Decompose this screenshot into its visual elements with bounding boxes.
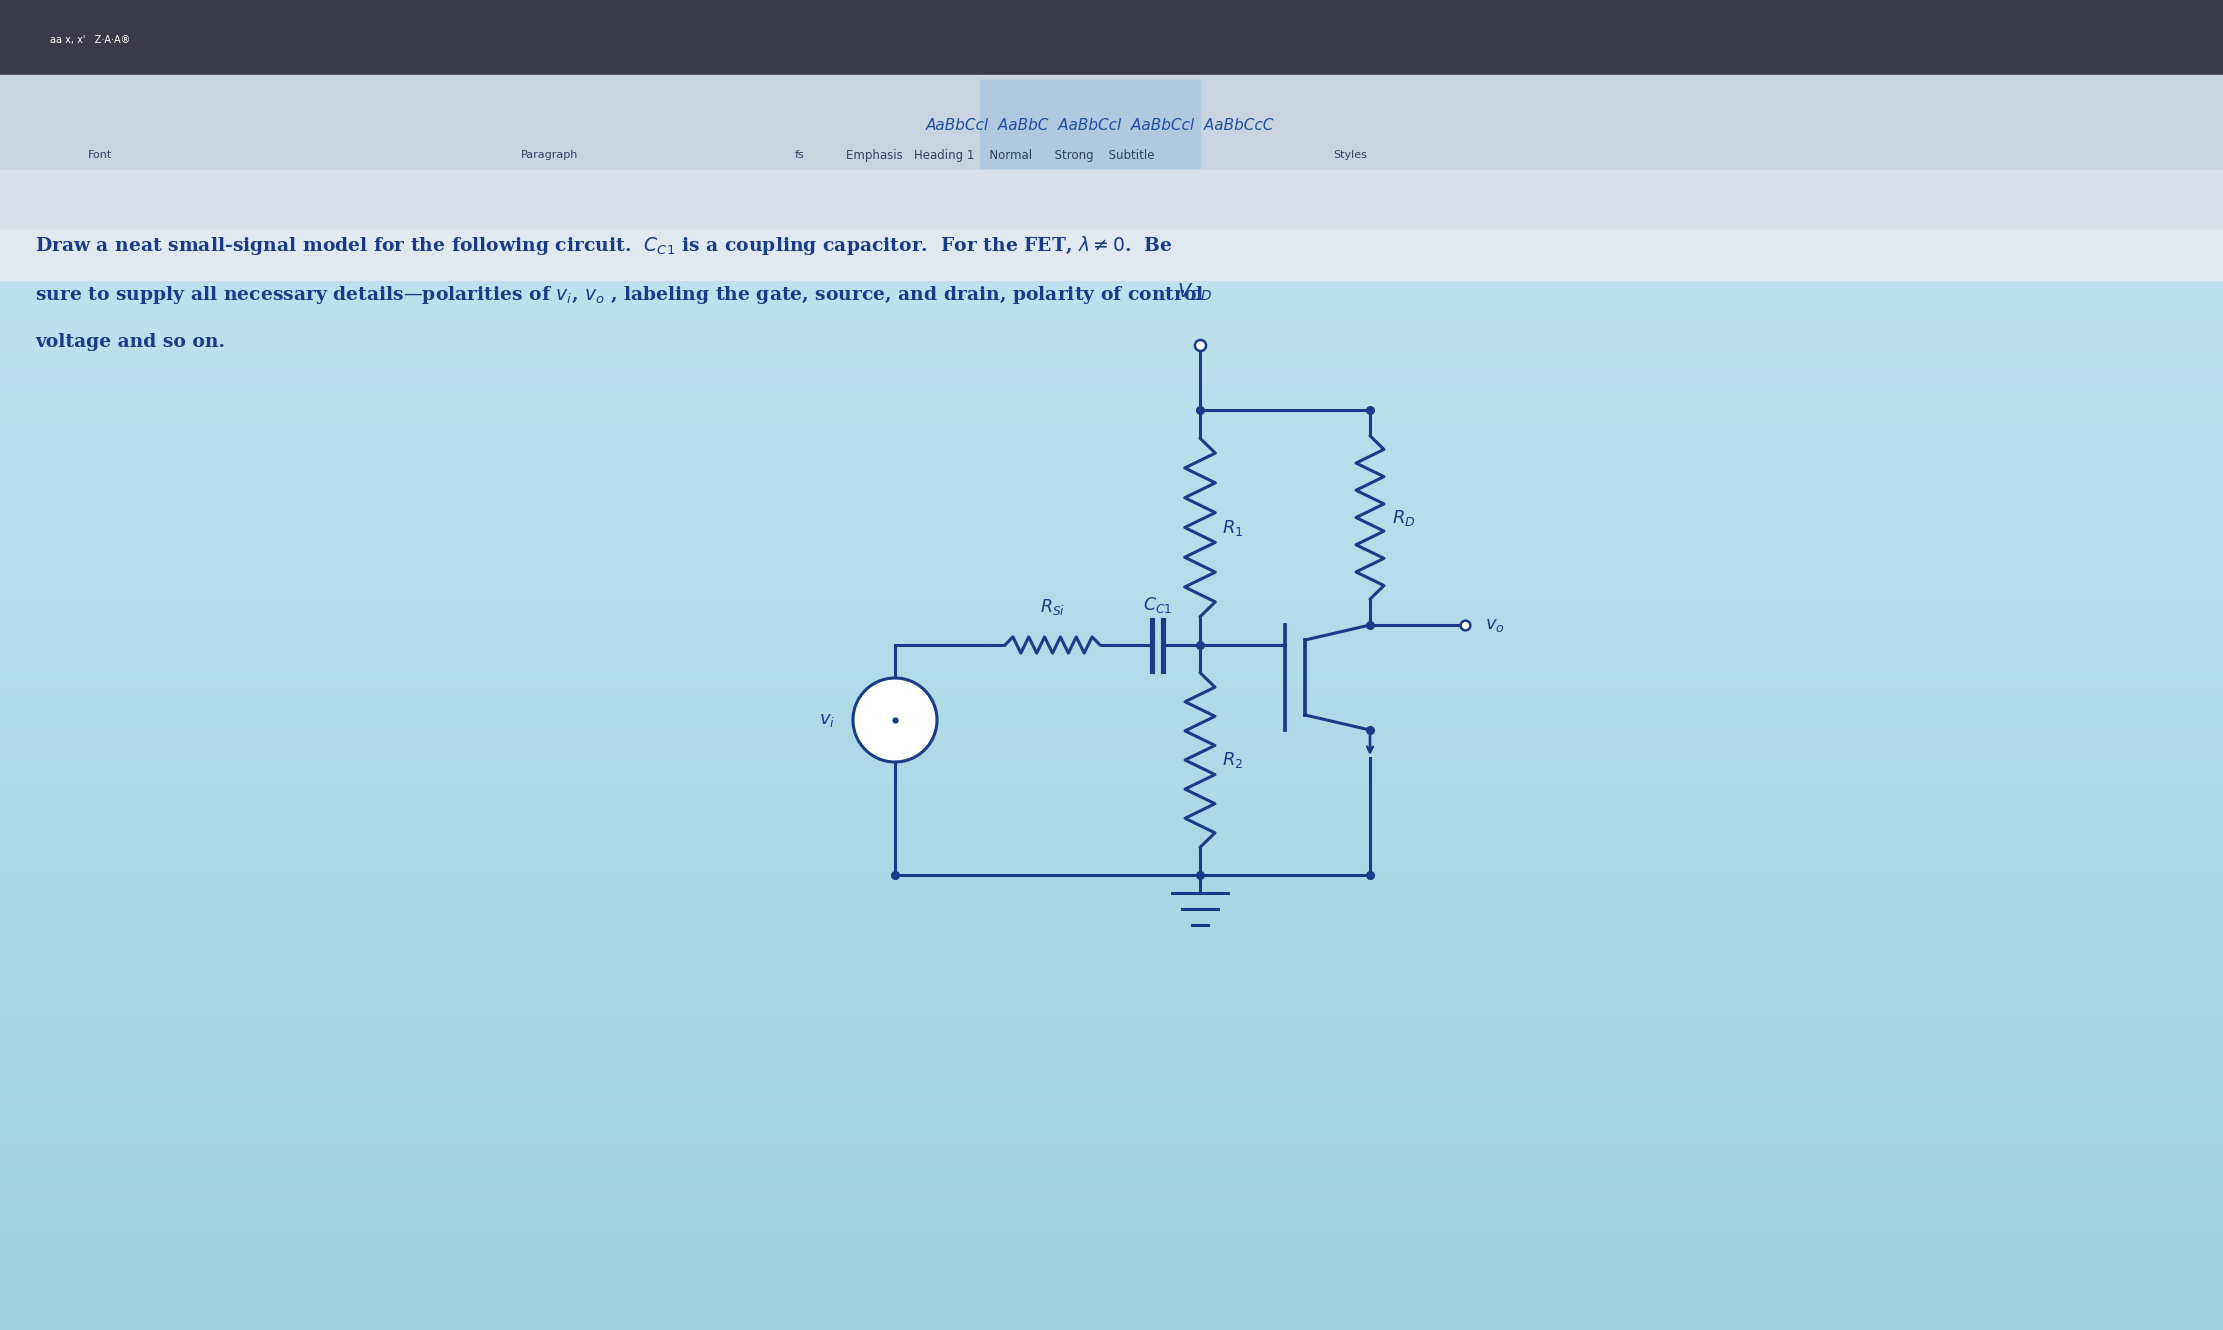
- Text: Emphasis   Heading 1    Normal      Strong    Subtitle: Emphasis Heading 1 Normal Strong Subtitl…: [845, 149, 1154, 161]
- Text: Draw a neat small-signal model for the following circuit.  $C_{C1}$ is a couplin: Draw a neat small-signal model for the f…: [36, 234, 1172, 257]
- Bar: [0, 170, 2223, 230]
- Bar: [980, 80, 1200, 168]
- Text: sure to supply all necessary details—polarities of $v_i$, $v_o$ , labeling the g: sure to supply all necessary details—pol…: [36, 285, 1205, 306]
- Bar: [0, 0, 2223, 74]
- Text: Font: Font: [89, 150, 111, 160]
- Text: $R_{Si}$: $R_{Si}$: [1040, 597, 1065, 617]
- Bar: [0, 74, 2223, 170]
- Text: $R_1$: $R_1$: [1223, 517, 1243, 537]
- Text: $v_i$: $v_i$: [818, 712, 836, 729]
- Text: AaBbCcl  AaBbC  AaBbCcl  AaBbCcl  AaBbCcC: AaBbCcl AaBbC AaBbCcl AaBbCcl AaBbCcC: [925, 117, 1274, 133]
- Text: Styles: Styles: [1334, 150, 1367, 160]
- Circle shape: [854, 678, 938, 762]
- Text: fs: fs: [796, 150, 805, 160]
- Bar: [0, 230, 2223, 281]
- Text: Paragraph: Paragraph: [522, 150, 578, 160]
- Text: $R_2$: $R_2$: [1223, 750, 1243, 770]
- Text: $v_o$: $v_o$: [1485, 616, 1505, 634]
- Text: voltage and so on.: voltage and so on.: [36, 332, 225, 351]
- Text: $C_{C1}$: $C_{C1}$: [1143, 595, 1172, 614]
- Text: $V_{DD}$: $V_{DD}$: [1178, 282, 1214, 303]
- Text: aa x, x'   Z·A·A®: aa x, x' Z·A·A®: [49, 35, 131, 45]
- Text: $R_D$: $R_D$: [1392, 508, 1416, 528]
